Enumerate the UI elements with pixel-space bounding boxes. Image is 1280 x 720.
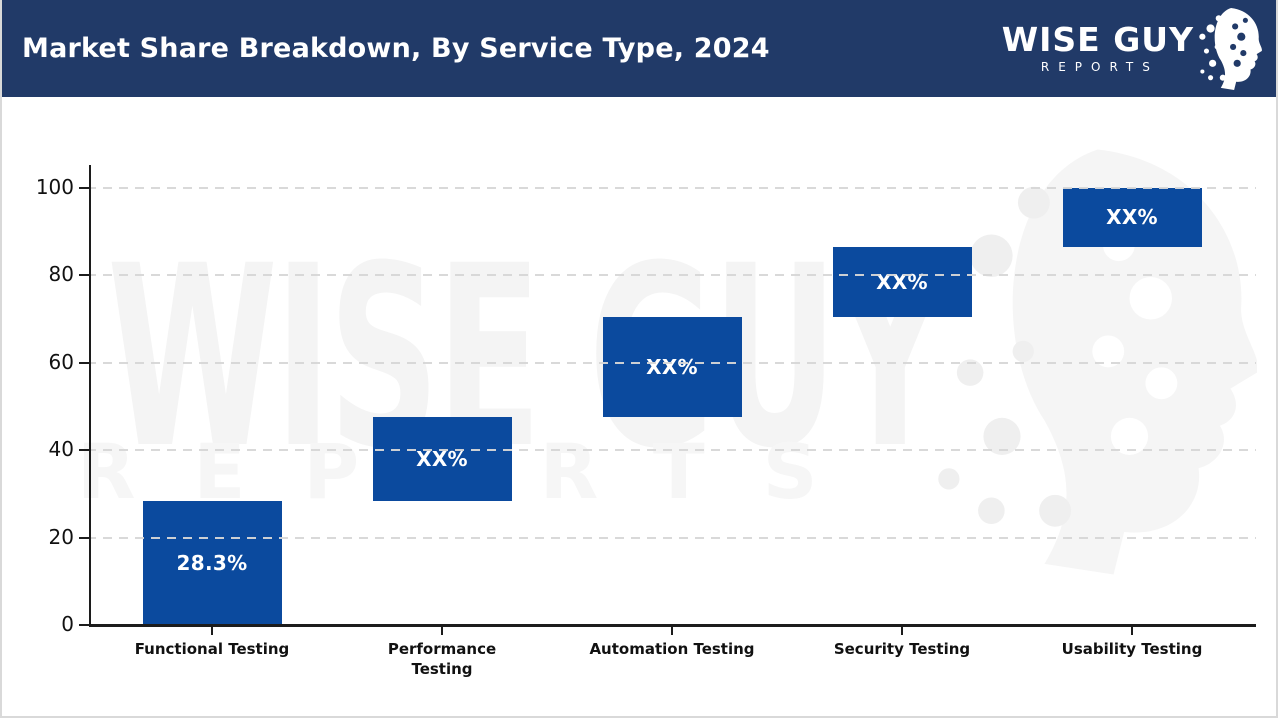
- waterfall-chart: WISE GUY REPORTS 02040608010028.3%Functi…: [2, 97, 1278, 716]
- header-bar: Market Share Breakdown, By Service Type,…: [2, 0, 1276, 97]
- y-axis-tick: [79, 274, 89, 277]
- bar-segment: XX%: [372, 416, 512, 502]
- x-axis-line: [89, 624, 1256, 627]
- brand-logo: WISE GUY REPORTS: [1002, 6, 1262, 92]
- logo-subtitle-text: REPORTS: [1040, 60, 1159, 74]
- bar-value-label: XX%: [646, 354, 698, 379]
- y-axis-tick-label: 60: [48, 349, 74, 374]
- y-axis-tick: [79, 361, 89, 364]
- y-axis-tick-label: 20: [48, 524, 74, 549]
- bar-segment: 28.3%: [142, 501, 282, 625]
- bar-segment: XX%: [602, 316, 742, 417]
- y-axis-tick-label: 80: [48, 262, 74, 287]
- x-category-label: Functional Testing: [134, 640, 290, 658]
- x-axis-tick: [1131, 626, 1133, 635]
- bar-value-label: XX%: [876, 269, 928, 294]
- grid-line: [87, 536, 1256, 539]
- x-category-label: Usability Testing: [1061, 640, 1203, 658]
- y-axis-tick-label: 100: [35, 175, 74, 199]
- logo-wordmark: WISE GUY REPORTS: [1002, 23, 1194, 74]
- logo-name-text: WISE GUY: [1001, 20, 1194, 59]
- y-axis-tick: [79, 449, 89, 452]
- watermark-wordmark: WISE GUY: [107, 212, 946, 503]
- bar-value-label: 28.3%: [176, 551, 248, 576]
- y-axis-tick: [79, 187, 89, 189]
- y-axis-line: [89, 165, 91, 627]
- grid-line: [87, 187, 1256, 189]
- x-axis-tick: [901, 626, 903, 635]
- x-axis-tick: [671, 626, 673, 635]
- grid-line: [87, 361, 1256, 364]
- x-axis-tick: [211, 626, 213, 635]
- bar-segment: XX%: [1062, 188, 1202, 247]
- y-axis-tick-label: 40: [48, 437, 74, 462]
- x-axis-tick: [441, 626, 443, 635]
- grid-line: [87, 274, 1256, 277]
- y-axis-tick: [79, 624, 89, 626]
- x-category-label: Security Testing: [833, 640, 971, 658]
- x-category-label: Automation Testing: [589, 640, 755, 658]
- bar-segment: XX%: [832, 246, 972, 317]
- y-axis-tick: [79, 536, 89, 539]
- bar-value-label: XX%: [1106, 205, 1158, 230]
- y-axis-tick-label: 0: [61, 612, 74, 636]
- page-title: Market Share Breakdown, By Service Type,…: [22, 33, 770, 64]
- logo-head-icon: [1199, 7, 1262, 90]
- grid-line: [87, 449, 1256, 452]
- x-category-label: Performance Testing: [387, 640, 497, 679]
